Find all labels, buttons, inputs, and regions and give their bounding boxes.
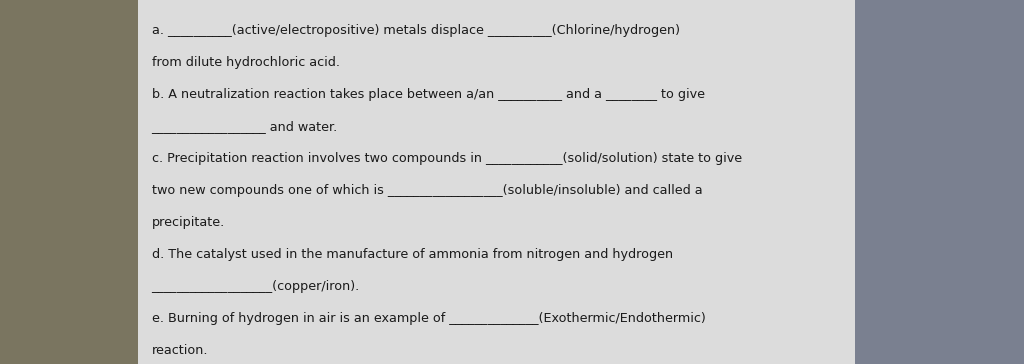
Text: e. Burning of hydrogen in air is an example of ______________(Exothermic/Endothe: e. Burning of hydrogen in air is an exam… [152,312,706,325]
Text: two new compounds one of which is __________________(soluble/insoluble) and call: two new compounds one of which is ______… [152,184,702,197]
Text: d. The catalyst used in the manufacture of ammonia from nitrogen and hydrogen: d. The catalyst used in the manufacture … [152,248,673,261]
Text: __________________ and water.: __________________ and water. [152,120,338,133]
Text: reaction.: reaction. [152,344,208,357]
FancyBboxPatch shape [855,0,1024,364]
Text: b. A neutralization reaction takes place between a/an __________ and a ________ : b. A neutralization reaction takes place… [152,88,705,101]
Text: a. __________(active/electropositive) metals displace __________(Chlorine/hydrog: a. __________(active/electropositive) me… [152,24,680,37]
Text: from dilute hydrochloric acid.: from dilute hydrochloric acid. [152,56,340,69]
FancyBboxPatch shape [138,0,855,364]
Text: c. Precipitation reaction involves two compounds in ____________(solid/solution): c. Precipitation reaction involves two c… [152,152,741,165]
FancyBboxPatch shape [0,0,128,364]
Text: precipitate.: precipitate. [152,216,225,229]
Text: ___________________(copper/iron).: ___________________(copper/iron). [152,280,359,293]
